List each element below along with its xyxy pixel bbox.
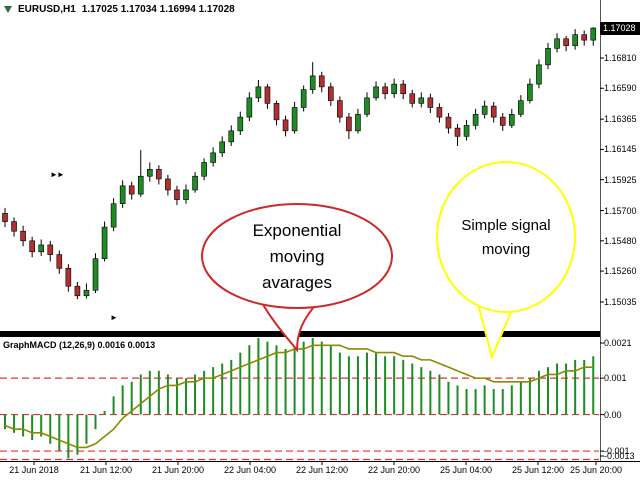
- price-axis-label: 1.15480: [604, 235, 637, 246]
- symbol-marker-icon: [4, 6, 12, 13]
- indicator-name: GraphMACD (12,26,9): [3, 340, 96, 350]
- symbol-name: EURUSD,H1: [18, 4, 76, 15]
- time-axis-label: 22 Jun 04:00: [223, 465, 277, 475]
- macd-signal-line: [4, 344, 594, 449]
- price-axis-label: 1.16145: [604, 144, 637, 155]
- macd-axis-label: -0.001: [604, 446, 630, 457]
- indicator-values: 0.0016 0.0013: [97, 340, 156, 350]
- bubble-exponential-tail: [260, 300, 321, 353]
- bubble-exponential-shape: [201, 203, 393, 309]
- bubble-line: Simple signal: [461, 217, 551, 234]
- ohlc-quote: 1.17025 1.17034 1.16994 1.17028: [81, 4, 235, 15]
- price-axis-label: 1.15035: [604, 296, 637, 307]
- macd-axis-label: 0.0021: [604, 338, 632, 348]
- time-axis-label: 21 Jun 2018: [9, 465, 59, 475]
- macd-axis-label: 0.001: [604, 373, 627, 384]
- indicator-label: GraphMACD (12,26,9) 0.0016 0.0013: [3, 340, 155, 350]
- bubble-signal-text: Simple signal moving: [437, 214, 575, 262]
- bubble-line: moving: [269, 247, 325, 266]
- macd-axis-label: 0.00: [604, 409, 622, 420]
- price-axis-label: 1.15925: [604, 174, 637, 185]
- bubble-exponential-text: Exponential moving avarages: [202, 218, 392, 296]
- time-axis-label: 25 Jun 12:00: [511, 465, 565, 475]
- symbol-quote-label: EURUSD,H1 1.17025 1.17034 1.16994 1.1702…: [4, 4, 235, 15]
- arrow-marker-icon: ►►: [50, 170, 65, 179]
- candlesticks: [2, 27, 597, 300]
- bubble-line: moving: [481, 241, 531, 258]
- price-axis-label: 1.16365: [604, 114, 637, 125]
- macd-level-lines: [0, 377, 599, 461]
- bubble-line: avarages: [262, 273, 332, 292]
- time-axis-label: 22 Jun 12:00: [295, 465, 349, 475]
- macd-histogram: [4, 338, 595, 459]
- price-axis-label: 1.15700: [604, 205, 637, 216]
- macd-axis-label: -0.0013: [604, 451, 635, 461]
- price-axis-label: 1.15260: [604, 266, 637, 277]
- price-axis-label: 1.16810: [604, 53, 637, 63]
- time-axis-label: 25 Jun 20:00: [569, 465, 623, 475]
- time-axis-label: 21 Jun 20:00: [151, 465, 205, 475]
- bubble-line: Exponential: [252, 221, 342, 240]
- speech-bubbles: [201, 161, 576, 361]
- time-axis-label: 21 Jun 12:00: [79, 465, 133, 475]
- price-axis-label: 1.16590: [604, 83, 637, 94]
- time-axis-label: 22 Jun 20:00: [367, 465, 421, 475]
- time-axis-label: 25 Jun 04:00: [439, 465, 493, 475]
- bubble-signal-tail: [476, 301, 517, 361]
- arrow-marker-icon: ►: [110, 313, 118, 322]
- current-price-badge: 1.17028: [600, 22, 640, 36]
- panel-separator[interactable]: [0, 331, 601, 337]
- bubble-signal-shape: [436, 161, 576, 313]
